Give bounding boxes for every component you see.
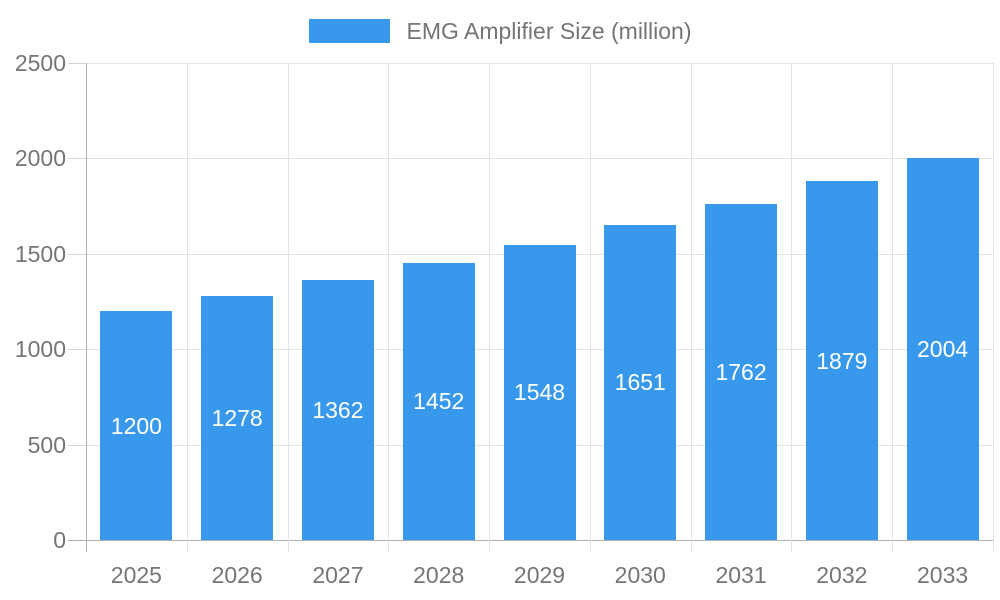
x-gridline <box>388 63 390 552</box>
x-gridline <box>489 63 491 552</box>
bar-value-label: 1362 <box>312 397 364 424</box>
bar[interactable]: 1452 <box>402 262 475 540</box>
y-axis-tick <box>68 253 86 255</box>
x-tick-label: 2027 <box>312 562 364 588</box>
bar-value-label: 1879 <box>816 347 868 374</box>
x-gridline <box>589 63 591 552</box>
x-tick-label: 2030 <box>614 562 666 588</box>
x-tick-label: 2028 <box>413 562 465 588</box>
bar-value-label: 2004 <box>917 335 969 362</box>
x-tick-label: 2031 <box>715 562 767 588</box>
bar-value-label: 1762 <box>715 358 767 385</box>
y-tick-label: 2000 <box>14 145 66 172</box>
y-gridline <box>86 158 993 160</box>
bar-value-label: 1200 <box>110 412 162 439</box>
x-tick-label: 2029 <box>513 562 566 588</box>
bar[interactable]: 2004 <box>906 157 979 540</box>
x-gridline <box>791 63 793 552</box>
bar[interactable]: 1651 <box>604 224 677 540</box>
bar-value-label: 1452 <box>413 388 465 415</box>
y-axis-line <box>86 63 87 552</box>
x-gridline <box>186 63 188 552</box>
x-tick-label: 2025 <box>110 562 162 588</box>
y-axis-tick <box>68 158 86 160</box>
bar[interactable]: 1879 <box>805 181 878 540</box>
bar-value-label: 1548 <box>513 379 566 406</box>
y-axis-tick <box>68 444 86 446</box>
bar[interactable]: 1278 <box>201 296 274 540</box>
x-tick-label: 2026 <box>211 562 263 588</box>
bar-value-label: 1651 <box>614 369 666 396</box>
x-gridline <box>690 63 692 552</box>
x-gridline <box>993 63 994 552</box>
y-tick-label: 2500 <box>14 50 66 76</box>
legend-swatch-icon <box>308 19 390 43</box>
y-tick-label: 1000 <box>14 336 66 363</box>
bar[interactable]: 1200 <box>100 311 173 540</box>
x-gridline <box>287 63 289 552</box>
legend-label: EMG Amplifier Size (million) <box>406 18 692 44</box>
y-axis-tick <box>68 540 86 541</box>
y-tick-label: 1500 <box>14 240 66 267</box>
y-axis-tick <box>68 349 86 351</box>
x-gridline <box>892 63 894 552</box>
chart-legend[interactable]: EMG Amplifier Size (million) <box>0 17 1000 45</box>
x-tick-label: 2033 <box>917 562 969 588</box>
y-axis-tick <box>68 63 86 64</box>
y-tick-label: 0 <box>53 527 66 553</box>
bar[interactable]: 1762 <box>705 203 778 540</box>
y-gridline <box>86 63 993 64</box>
y-tick-label: 500 <box>27 431 66 458</box>
y-gridline <box>86 540 993 541</box>
bar[interactable]: 1362 <box>301 280 374 540</box>
bar-value-label: 1278 <box>211 405 263 432</box>
bar[interactable]: 1548 <box>503 244 576 540</box>
x-tick-label: 2032 <box>816 562 868 588</box>
